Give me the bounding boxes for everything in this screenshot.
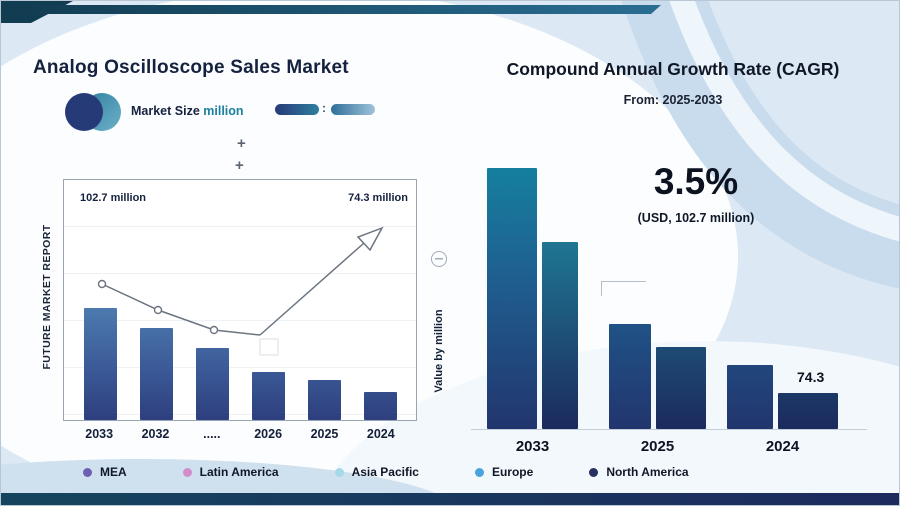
legend-item: Latin America	[182, 465, 279, 479]
marker-dot-icon	[209, 325, 219, 335]
left-x-labels: 2033 2032..... 2026 2025 2024	[63, 427, 417, 441]
right-bar-annotation: 74.3	[797, 369, 825, 385]
market-size-label-text: Market Size	[131, 104, 204, 118]
right-chart-group: 2025	[609, 324, 706, 455]
left-chart-bar	[307, 380, 341, 420]
legend-label: Europe	[491, 465, 534, 479]
left-chart-end-value: 74.3 million	[348, 192, 408, 204]
marker-dot-icon	[97, 279, 107, 289]
left-x-label: 2026	[254, 427, 283, 441]
right-x-label: 2024	[765, 438, 800, 455]
market-size-icon	[65, 93, 123, 133]
cagr-detail: (USD, 102.7 million)	[637, 211, 755, 225]
legend-label: Latin America	[199, 465, 279, 479]
left-chart-bar-cell	[240, 372, 296, 420]
left-chart-bar-cell	[128, 328, 184, 420]
left-x-label: 2033	[85, 427, 114, 441]
bracket-decoration	[601, 281, 646, 296]
left-chart-bar	[139, 328, 173, 420]
legend-label: MEA	[100, 465, 127, 479]
legend-label: Asia Pacific	[351, 465, 419, 479]
right-chart-subtitle: From: 2025-2033	[623, 93, 723, 107]
right-chart-bar-secondary	[656, 347, 706, 429]
plus-decoration-icon: +	[235, 157, 244, 174]
legend-item: MEA	[83, 465, 127, 479]
left-x-label: .....	[203, 427, 221, 441]
legend-label: North America	[606, 465, 689, 479]
left-x-label: 2024	[366, 427, 395, 441]
circle-minus-icon	[431, 251, 447, 267]
pie-lobe-navy	[65, 93, 103, 131]
legend-dot-icon	[589, 467, 599, 477]
watermark-icon	[259, 338, 279, 356]
left-chart-start-value: 102.7 million	[80, 192, 147, 204]
left-chart-bar-cell	[184, 348, 240, 420]
legend-dot-icon	[334, 467, 344, 477]
marker-dot-icon	[153, 305, 163, 315]
market-size-label-unit: million	[203, 104, 244, 118]
cagr-value: 3.5%	[653, 161, 739, 202]
legend-dot-icon	[474, 467, 484, 477]
right-chart-bar-primary	[609, 324, 651, 429]
legend-item: Europe	[474, 465, 534, 479]
right-chart-bar-secondary	[542, 242, 578, 429]
footer-legend: MEA Latin America Asia Pacific Europe North …	[83, 465, 689, 479]
future-market-report-label: FUTURE MARKET REPORT	[41, 224, 53, 370]
value-axis-label: Value by million	[433, 309, 445, 393]
left-chart-bar-cell	[72, 308, 128, 420]
left-chart-title: Analog Oscilloscope Sales Market	[33, 57, 349, 78]
right-chart-group: 2024	[727, 365, 838, 455]
left-chart-bar-cell	[296, 380, 352, 420]
legend-gradient-pill	[275, 104, 319, 115]
left-x-label: 2032	[141, 427, 170, 441]
right-chart-bar-primary	[487, 168, 537, 429]
right-chart-baseline	[471, 429, 867, 430]
plus-decoration-icon: +	[237, 135, 246, 152]
left-chart-bar	[83, 308, 117, 420]
legend-pill-separator: :	[322, 101, 326, 115]
right-chart-bar-primary	[727, 365, 773, 429]
left-chart-bar	[195, 348, 229, 420]
left-chart-bars	[64, 180, 416, 420]
arrow-head-icon	[356, 226, 384, 252]
right-x-label: 2033	[515, 438, 550, 455]
left-x-label: 2025	[310, 427, 339, 441]
left-chart-bar-cell	[352, 392, 408, 420]
legend-item: Asia Pacific	[334, 465, 419, 479]
left-chart: 102.7 million 74.3 million	[63, 179, 417, 421]
legend-dot-icon	[83, 467, 92, 477]
left-chart-bar	[251, 372, 285, 420]
legend-dot-icon	[182, 467, 192, 477]
right-chart: 2033 2025 2024	[471, 161, 871, 455]
legend-item: North America	[589, 465, 689, 479]
market-size-legend-label: Market Size million	[131, 104, 244, 118]
right-chart-title: Compound Annual Growth Rate (CAGR)	[506, 59, 840, 79]
legend-gradient-pill	[331, 104, 375, 115]
right-chart-group: 2033	[487, 168, 578, 455]
trend-line-overlay	[97, 226, 384, 336]
right-x-label: 2025	[640, 438, 675, 455]
left-chart-bar	[363, 392, 397, 420]
right-chart-bar-secondary	[778, 393, 838, 429]
